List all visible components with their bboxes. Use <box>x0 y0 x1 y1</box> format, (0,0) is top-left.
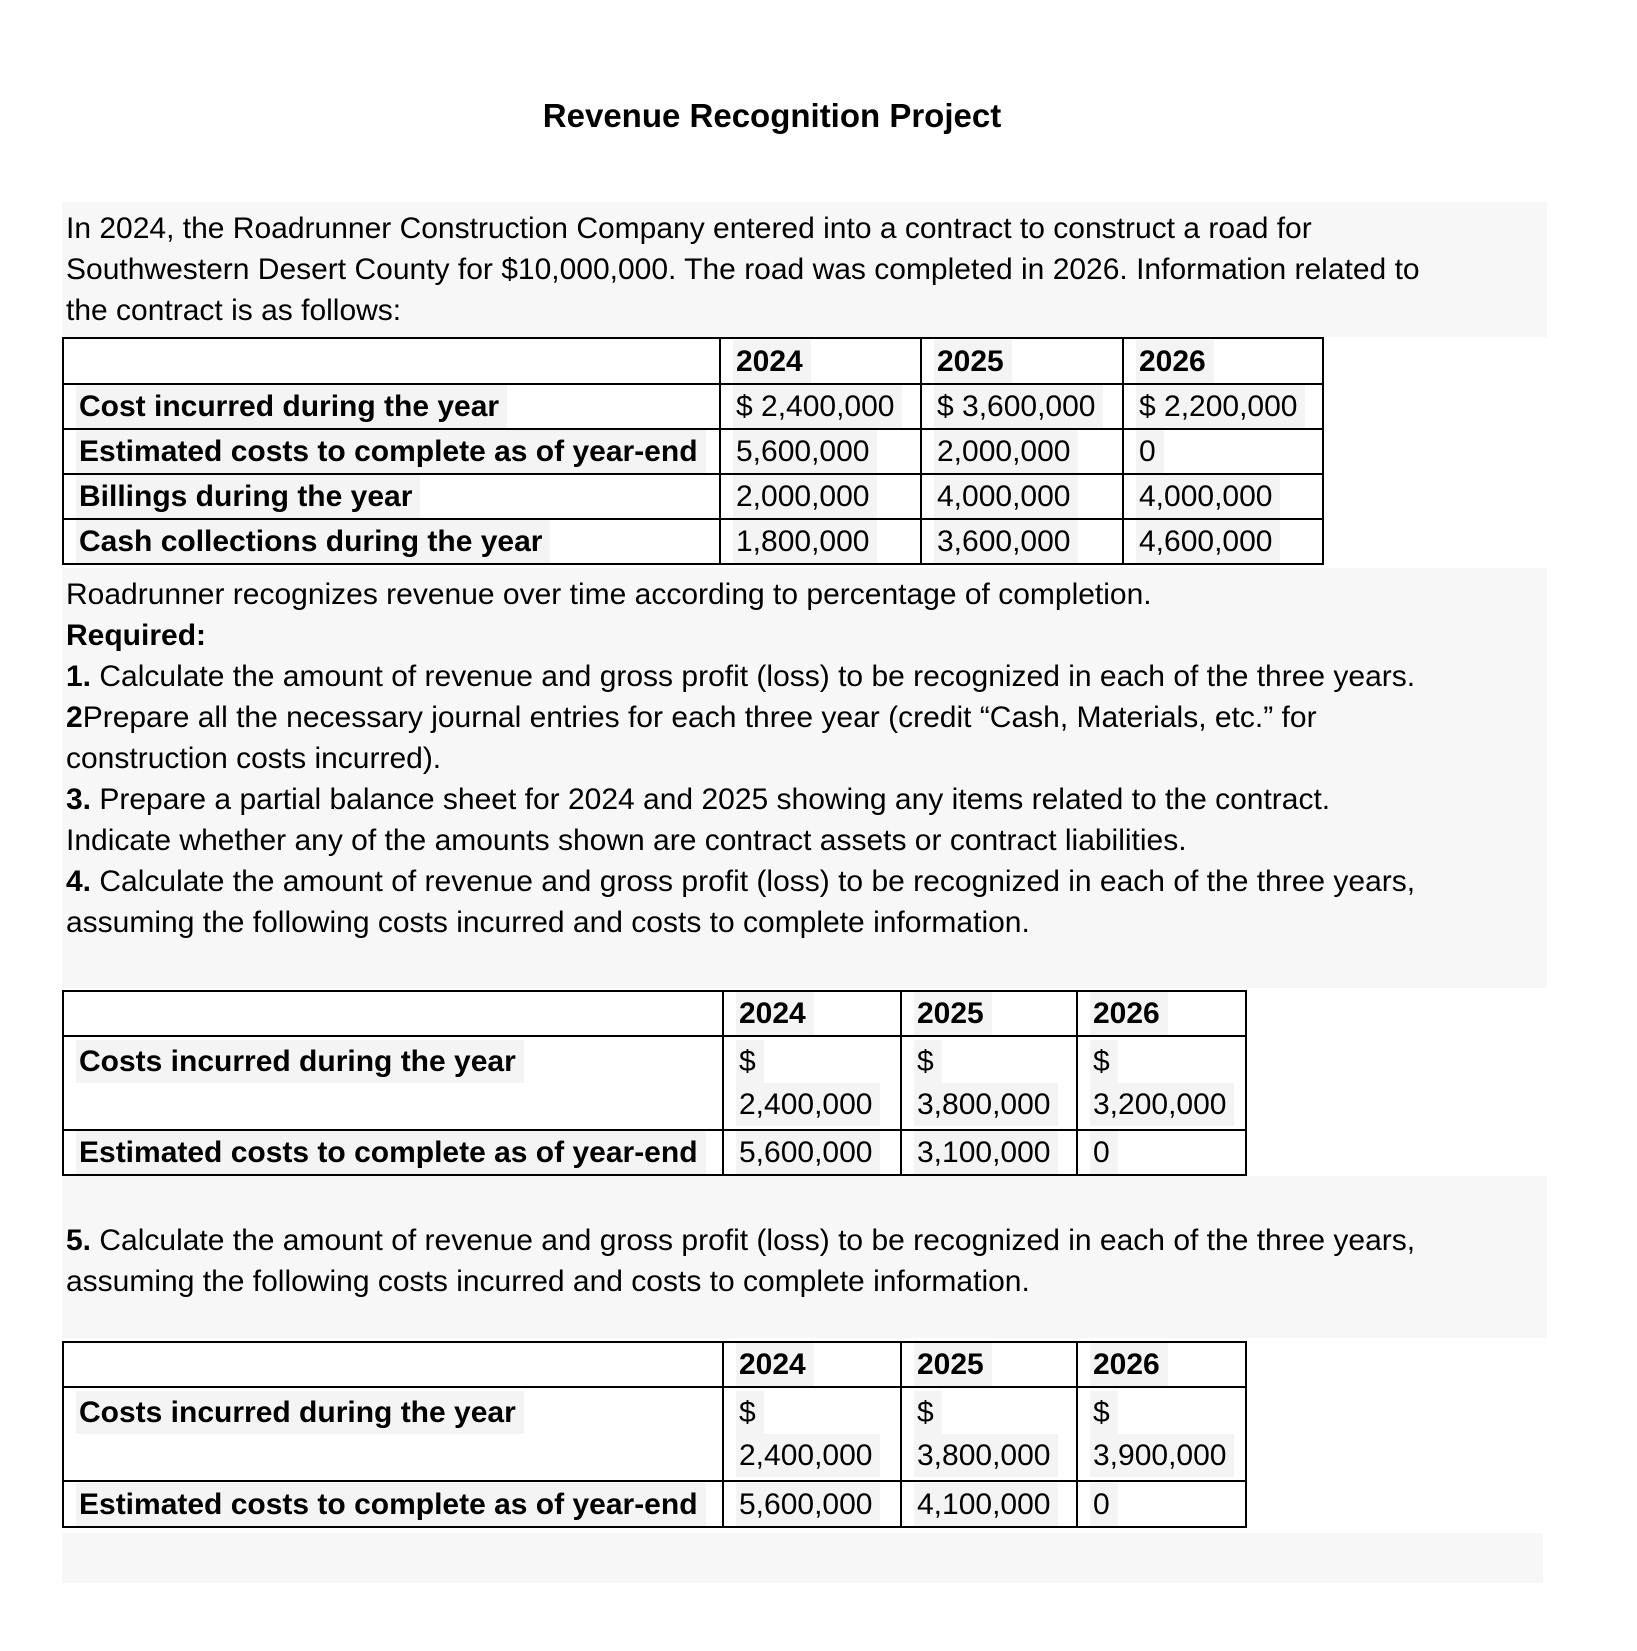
table-row: Billings during the year 2,000,000 4,000… <box>62 473 1324 520</box>
required-heading: Required: <box>66 619 207 652</box>
requirement-2: 2Prepare all the necessary journal entri… <box>66 697 1481 738</box>
value-cell: $3,200,000 <box>1076 1035 1247 1131</box>
value-cell: $3,800,000 <box>900 1035 1078 1131</box>
table-header-row: 2024 2025 2026 <box>62 337 1324 385</box>
value-cell: $ 2,200,000 <box>1122 383 1324 430</box>
header-year-2025: 2025 <box>900 1341 1078 1388</box>
header-year-2026: 2026 <box>1122 337 1324 385</box>
intro-paragraph: In 2024, the Roadrunner Construction Com… <box>62 202 1547 337</box>
requirement-3-continued: Indicate whether any of the amounts show… <box>66 824 1187 857</box>
table-row: Estimated costs to complete as of year-e… <box>62 428 1324 475</box>
value-cell: 0 <box>1122 428 1324 475</box>
requirement-5-continued: assuming the following costs incurred an… <box>66 1265 1030 1298</box>
currency-symbol: $ <box>736 1040 764 1083</box>
row-label-cell: Cost incurred during the year <box>62 383 721 430</box>
requirement-4-continued: assuming the following costs incurred an… <box>66 906 1030 939</box>
value-cell: 0 <box>1076 1480 1247 1528</box>
value-cell: 2,000,000 <box>920 428 1124 475</box>
value-cell: 5,600,000 <box>722 1129 902 1176</box>
requirement-3: 3. Prepare a partial balance sheet for 2… <box>66 779 1481 820</box>
table-header-row: 2024 2025 2026 <box>62 1341 1247 1388</box>
requirement-1: 1. Calculate the amount of revenue and g… <box>66 656 1481 697</box>
intro-line-2: Southwestern Desert County for $10,000,0… <box>66 253 1420 286</box>
row-label-cell: Estimated costs to complete as of year-e… <box>62 1129 724 1176</box>
value-cell: 4,000,000 <box>1122 473 1324 520</box>
requirement-text: Calculate the amount of revenue and gros… <box>91 660 1416 693</box>
requirement-text: Prepare all the necessary journal entrie… <box>82 701 1317 734</box>
requirement-5-section: 5. Calculate the amount of revenue and g… <box>62 1176 1547 1338</box>
table-row: Estimated costs to complete as of year-e… <box>62 1129 1247 1176</box>
contract-info-table: 2024 2025 2026 Cost incurred during the … <box>62 337 1324 565</box>
requirement-4: 4. Calculate the amount of revenue and g… <box>66 861 1481 902</box>
header-year-2026: 2026 <box>1076 1341 1247 1388</box>
table-row: Costs incurred during the year $2,400,00… <box>62 1035 1247 1131</box>
value-cell: $3,800,000 <box>900 1386 1078 1482</box>
value-cell: $ 2,400,000 <box>719 383 922 430</box>
currency-symbol: $ <box>914 1391 942 1434</box>
value-cell: 2,000,000 <box>719 473 922 520</box>
table-row: Cash collections during the year 1,800,0… <box>62 518 1324 565</box>
row-label-cell: Estimated costs to complete as of year-e… <box>62 428 721 475</box>
header-year-2025: 2025 <box>900 990 1078 1037</box>
row-label-cell: Estimated costs to complete as of year-e… <box>62 1480 724 1528</box>
value-cell: 4,100,000 <box>900 1480 1078 1528</box>
requirement-text: Prepare a partial balance sheet for 2024… <box>91 783 1331 816</box>
value-cell: 5,600,000 <box>722 1480 902 1528</box>
value-cell: $2,400,000 <box>722 1386 902 1482</box>
currency-symbol: $ <box>914 1040 942 1083</box>
row-label-cell: Cash collections during the year <box>62 518 721 565</box>
value-cell: 3,600,000 <box>920 518 1124 565</box>
value-cell: 0 <box>1076 1129 1247 1176</box>
header-year-2024: 2024 <box>722 1341 902 1388</box>
document-page: Revenue Recognition Project In 2024, the… <box>62 96 1547 1583</box>
currency-symbol: $ <box>1090 1391 1118 1434</box>
table-row: Costs incurred during the year $2,400,00… <box>62 1386 1247 1482</box>
requirement-5: 5. Calculate the amount of revenue and g… <box>66 1220 1481 1261</box>
intro-line-3: the contract is as follows: <box>66 294 402 327</box>
header-year-2025: 2025 <box>920 337 1124 385</box>
requirement-number: 2 <box>66 701 83 734</box>
requirement-2-continued: construction costs incurred). <box>66 742 442 775</box>
requirement-text: Calculate the amount of revenue and gros… <box>91 865 1416 898</box>
table-row: Cost incurred during the year $ 2,400,00… <box>62 383 1324 430</box>
requirement-text: Calculate the amount of revenue and gros… <box>91 1224 1416 1257</box>
requirement-4-cost-table: 2024 2025 2026 Costs incurred during the… <box>62 990 1247 1176</box>
requirement-number: 4. <box>66 865 92 898</box>
requirement-number: 3. <box>66 783 92 816</box>
currency-symbol: $ <box>1090 1040 1118 1083</box>
value-cell: 5,600,000 <box>719 428 922 475</box>
intro-line-1: In 2024, the Roadrunner Construction Com… <box>66 212 1312 245</box>
page-title: Revenue Recognition Project <box>542 97 1002 134</box>
header-year-2024: 2024 <box>722 990 902 1037</box>
table-header-row: 2024 2025 2026 <box>62 990 1247 1037</box>
header-year-2024: 2024 <box>719 337 922 385</box>
value-cell: 1,800,000 <box>719 518 922 565</box>
header-year-2026: 2026 <box>1076 990 1247 1037</box>
header-blank-cell <box>62 1341 724 1388</box>
row-label-cell: Costs incurred during the year <box>62 1035 724 1131</box>
value-cell: 3,100,000 <box>900 1129 1078 1176</box>
currency-symbol: $ <box>736 1391 764 1434</box>
header-blank-cell <box>62 990 724 1037</box>
requirement-number: 5. <box>66 1224 92 1257</box>
revenue-note: Roadrunner recognizes revenue over time … <box>66 578 1152 611</box>
table-row: Estimated costs to complete as of year-e… <box>62 1480 1247 1528</box>
requirements-section: Roadrunner recognizes revenue over time … <box>62 568 1547 988</box>
value-cell: $ 3,600,000 <box>920 383 1124 430</box>
value-cell: $2,400,000 <box>722 1035 902 1131</box>
row-label-cell: Costs incurred during the year <box>62 1386 724 1482</box>
row-label-cell: Billings during the year <box>62 473 721 520</box>
bottom-spacer-band <box>62 1533 1543 1583</box>
requirement-5-cost-table: 2024 2025 2026 Costs incurred during the… <box>62 1341 1247 1528</box>
value-cell: $3,900,000 <box>1076 1386 1247 1482</box>
requirement-number: 1. <box>66 660 92 693</box>
value-cell: 4,600,000 <box>1122 518 1324 565</box>
header-blank-cell <box>62 337 721 385</box>
value-cell: 4,000,000 <box>920 473 1124 520</box>
